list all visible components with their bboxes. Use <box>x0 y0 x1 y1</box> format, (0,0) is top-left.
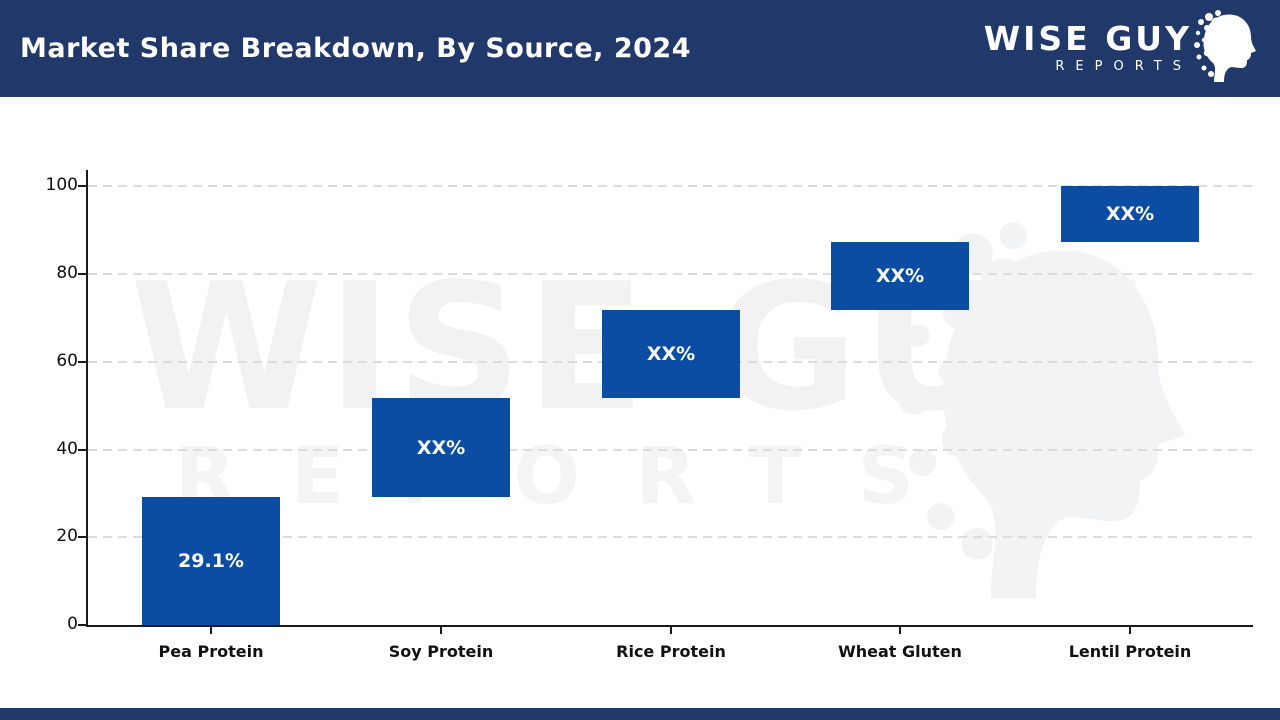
brand-name: WISE GUY <box>983 19 1192 59</box>
x-axis-category-label: Soy Protein <box>388 642 494 661</box>
header-bar: Market Share Breakdown, By Source, 2024 … <box>0 0 1280 97</box>
y-axis-tick <box>78 273 86 276</box>
y-axis-tick <box>78 185 86 188</box>
y-axis-tick-label: 40 <box>56 438 78 459</box>
x-axis-tick <box>899 627 901 634</box>
bar: 29.1% <box>142 497 280 625</box>
gridline <box>88 448 1253 451</box>
gridline <box>88 185 1253 188</box>
y-axis-tick-label: 100 <box>45 175 78 196</box>
y-axis-tick-label: 0 <box>67 614 78 634</box>
bar-value-label: XX% <box>875 265 925 288</box>
y-axis-tick <box>78 448 86 451</box>
x-axis-tick <box>1129 627 1131 634</box>
plot-area: WISE GUY REPORTS 0 20 40 60 80 100 29.1% Pea Pr… <box>0 97 1280 708</box>
brand-subtitle: REPORTS <box>1055 58 1192 74</box>
bar: XX% <box>372 397 510 498</box>
bar: XX% <box>602 310 740 398</box>
y-axis-tick <box>78 536 86 539</box>
y-axis-tick-label: 20 <box>56 526 78 547</box>
logo-head-icon <box>1194 10 1256 82</box>
y-axis-tick <box>78 624 86 626</box>
bar: XX% <box>831 242 969 310</box>
x-axis-category-label: Rice Protein <box>616 642 726 661</box>
bar: XX% <box>1061 186 1199 243</box>
x-axis-category-label: Wheat Gluten <box>838 642 962 661</box>
x-axis-tick <box>440 627 442 634</box>
x-axis-category-label: Lentil Protein <box>1068 642 1192 661</box>
x-axis-spine <box>86 625 1253 627</box>
y-axis-tick <box>78 360 86 363</box>
bar-value-label: XX% <box>646 342 696 365</box>
bar-value-label: XX% <box>416 436 466 459</box>
brand-logo: WISE GUY REPORTS <box>984 10 1258 86</box>
x-axis-tick <box>670 627 672 634</box>
gridline <box>88 273 1253 276</box>
y-axis-tick-label: 60 <box>56 350 78 371</box>
y-axis-tick-label: 80 <box>56 263 78 284</box>
x-axis-category-label: Pea Protein <box>158 642 264 661</box>
brand-logo-text: WISE GUY REPORTS <box>984 22 1192 74</box>
bar-value-label: 29.1% <box>178 550 244 573</box>
x-axis-tick <box>210 627 212 634</box>
watermark-text-line2: REPORTS <box>175 432 970 522</box>
footer-bar <box>0 708 1280 720</box>
bar-value-label: XX% <box>1105 203 1155 226</box>
chart-title: Market Share Breakdown, By Source, 2024 <box>20 33 691 64</box>
y-axis-spine <box>86 170 88 627</box>
gridline <box>88 536 1253 539</box>
